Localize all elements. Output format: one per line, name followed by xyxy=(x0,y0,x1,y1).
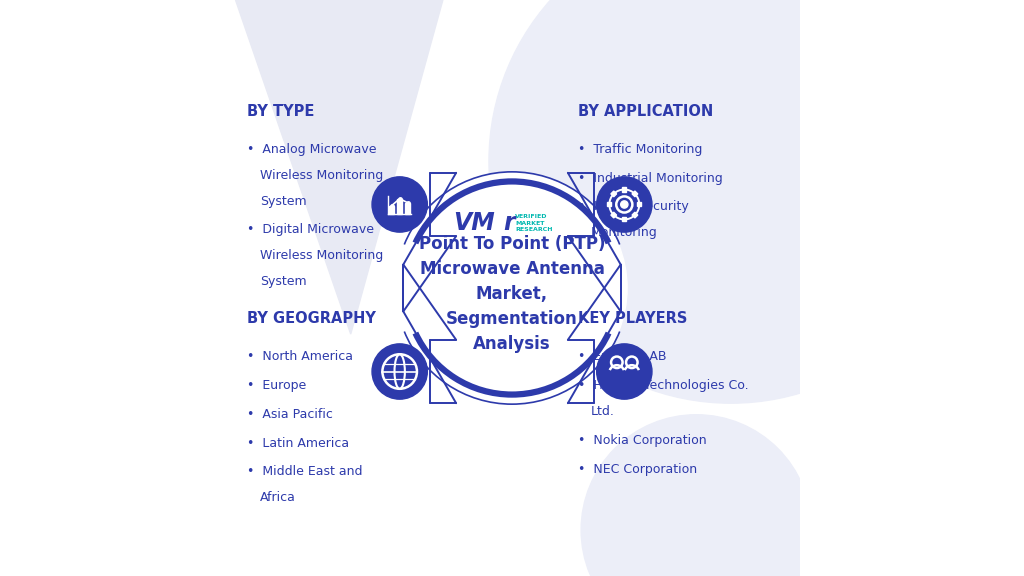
Circle shape xyxy=(397,173,627,403)
Text: •  Asia Pacific: • Asia Pacific xyxy=(247,408,333,421)
Text: Point To Point (PTP)
Microwave Antenna
Market,
Segmentation
Analysis: Point To Point (PTP) Microwave Antenna M… xyxy=(419,235,605,353)
Text: System: System xyxy=(260,195,306,208)
Bar xyxy=(637,203,641,207)
Text: •  Latin America: • Latin America xyxy=(247,437,349,450)
Text: Ltd.: Ltd. xyxy=(591,405,614,418)
Text: BY GEOGRAPHY: BY GEOGRAPHY xyxy=(247,311,376,326)
Circle shape xyxy=(621,201,628,208)
Bar xyxy=(623,188,627,191)
Text: Wireless Monitoring: Wireless Monitoring xyxy=(260,249,383,263)
Bar xyxy=(406,203,411,214)
Bar xyxy=(611,212,616,218)
Bar xyxy=(632,212,638,218)
Bar xyxy=(632,191,638,197)
Text: BY TYPE: BY TYPE xyxy=(247,104,314,119)
Text: VM: VM xyxy=(453,211,495,236)
Bar xyxy=(397,199,402,214)
Circle shape xyxy=(581,415,811,576)
Text: Africa: Africa xyxy=(260,491,296,505)
Circle shape xyxy=(372,344,427,399)
Text: System: System xyxy=(260,275,306,289)
Text: •  Industrial Monitoring: • Industrial Monitoring xyxy=(579,172,723,185)
Text: BY APPLICATION: BY APPLICATION xyxy=(579,104,714,119)
Text: VERIFIED
MARKET
RESEARCH: VERIFIED MARKET RESEARCH xyxy=(515,214,552,232)
Text: •  Huawei Technologies Co.: • Huawei Technologies Co. xyxy=(579,379,749,392)
Text: •  Europe: • Europe xyxy=(247,379,306,392)
Text: •  Middle East and: • Middle East and xyxy=(247,465,362,479)
Text: •  Ericsson AB: • Ericsson AB xyxy=(579,350,667,363)
Text: •  Nokia Corporation: • Nokia Corporation xyxy=(579,434,707,447)
Circle shape xyxy=(489,0,973,403)
Text: •  NEC Corporation: • NEC Corporation xyxy=(579,463,697,476)
Polygon shape xyxy=(236,0,442,334)
Text: •  Analog Microwave: • Analog Microwave xyxy=(247,143,377,156)
Text: Wireless Monitoring: Wireless Monitoring xyxy=(260,169,383,182)
Text: •  Traffic Monitoring: • Traffic Monitoring xyxy=(579,143,702,156)
Text: •  North America: • North America xyxy=(247,350,353,363)
Text: •  Indoor Security: • Indoor Security xyxy=(579,200,689,214)
Text: Monitoring: Monitoring xyxy=(591,226,657,240)
Bar xyxy=(607,203,611,207)
Bar xyxy=(623,218,627,221)
Text: •  Digital Microwave: • Digital Microwave xyxy=(247,223,374,237)
Bar xyxy=(389,206,394,214)
Text: r: r xyxy=(504,211,515,236)
Bar xyxy=(611,191,616,197)
Circle shape xyxy=(597,344,652,399)
Circle shape xyxy=(372,177,427,232)
Circle shape xyxy=(597,177,652,232)
Text: KEY PLAYERS: KEY PLAYERS xyxy=(579,311,687,326)
